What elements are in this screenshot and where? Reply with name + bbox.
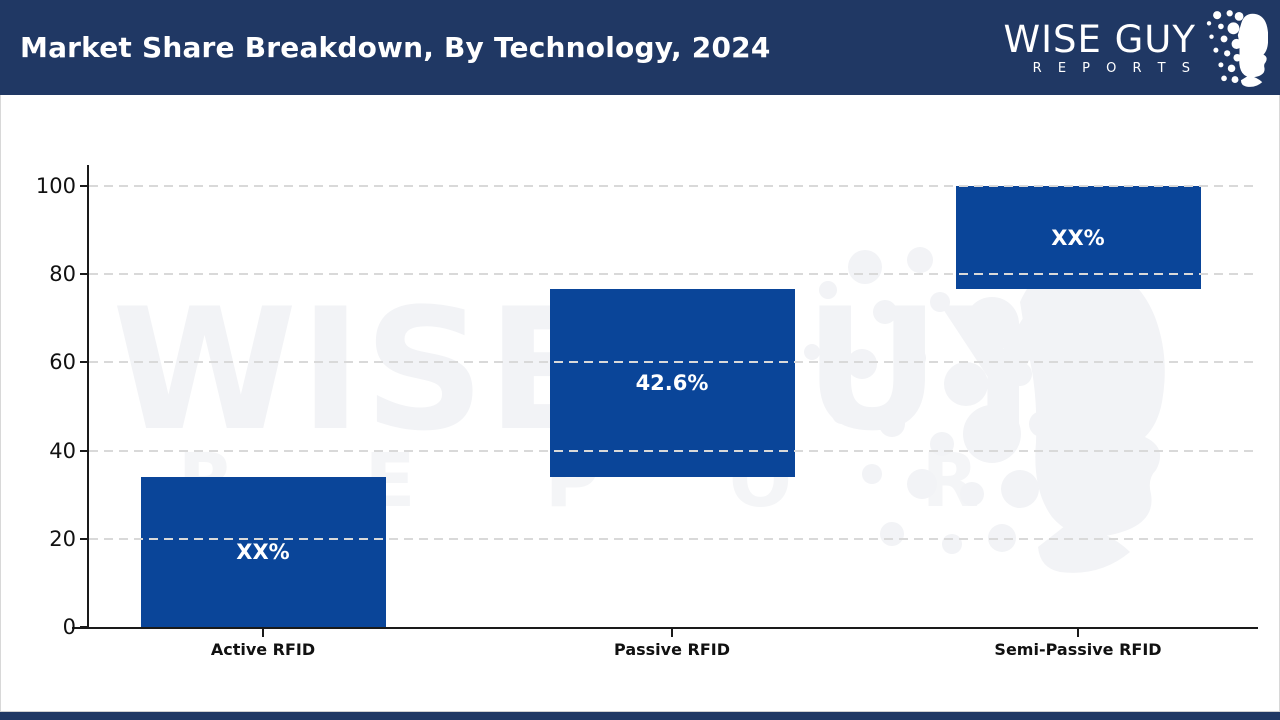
x-tick (262, 629, 264, 637)
brand-logo-face-icon (1206, 9, 1268, 87)
x-axis-category-label: Active RFID (210, 640, 316, 659)
bar-value-label: XX% (236, 540, 290, 565)
y-tick (80, 273, 88, 276)
x-tick (671, 629, 673, 637)
footer-divider (0, 711, 1280, 712)
footer-bar (0, 712, 1280, 720)
y-tick (80, 537, 88, 540)
brand-logo: WISE GUY R E P O R T S (1004, 0, 1268, 95)
bar: 42.6% (549, 289, 795, 478)
y-tick-label: 20 (49, 526, 76, 551)
y-tick-label: 0 (62, 615, 76, 639)
y-tick-label: 60 (49, 350, 76, 375)
y-tick-label: 80 (49, 262, 76, 287)
gridline (89, 361, 1258, 364)
x-axis-category-label: Passive RFID (614, 640, 730, 659)
x-tick (1077, 629, 1079, 637)
brand-logo-subtext: R E P O R T S (1032, 60, 1196, 76)
gridline (89, 273, 1258, 276)
bar-value-label: 42.6% (635, 371, 709, 396)
page-title: Market Share Breakdown, By Technology, 2… (20, 31, 771, 64)
y-tick (80, 449, 88, 452)
y-axis-spine (87, 165, 89, 629)
brand-logo-wordmark: WISE GUY (1003, 17, 1196, 61)
y-tick-label: 100 (35, 174, 76, 198)
y-tick-label: 40 (49, 438, 76, 463)
y-tick (80, 185, 88, 187)
y-tick (80, 361, 88, 364)
brand-logo-text: WISE GUY R E P O R T S (1004, 21, 1196, 75)
y-tick (80, 626, 88, 628)
bar-value-label: XX% (1051, 225, 1105, 250)
x-axis-spine (72, 627, 1258, 629)
gridline (89, 449, 1258, 452)
bar: XX% (140, 477, 386, 627)
gridline (89, 537, 1258, 540)
gridline (89, 185, 1258, 187)
header-bar: Market Share Breakdown, By Technology, 2… (0, 0, 1280, 95)
x-axis-category-label: Semi-Passive RFID (994, 640, 1162, 659)
